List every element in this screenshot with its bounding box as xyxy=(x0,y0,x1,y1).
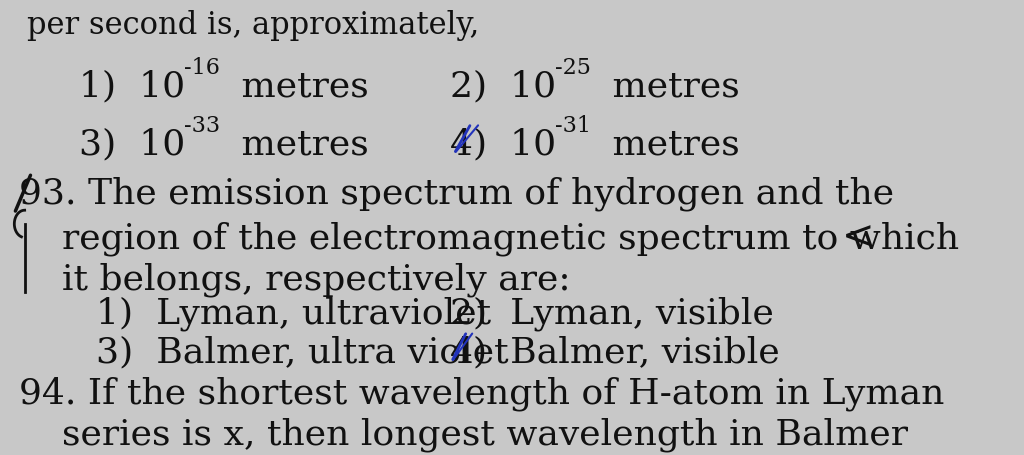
Text: metres: metres xyxy=(601,127,739,162)
Text: -31: -31 xyxy=(555,115,591,136)
Text: 3)  Balmer, ultra violet: 3) Balmer, ultra violet xyxy=(96,335,509,369)
Text: metres: metres xyxy=(229,70,369,103)
Text: -33: -33 xyxy=(184,115,220,136)
Text: -16: -16 xyxy=(184,57,220,79)
Text: 4)  10: 4) 10 xyxy=(450,127,556,162)
Text: 4)  Balmer, visible: 4) Balmer, visible xyxy=(450,335,779,369)
Text: it belongs, respectively are:: it belongs, respectively are: xyxy=(61,262,570,296)
Text: -25: -25 xyxy=(555,57,591,79)
Text: 93. The emission spectrum of hydrogen and the: 93. The emission spectrum of hydrogen an… xyxy=(18,177,894,211)
Text: 1)  Lyman, ultraviolet: 1) Lyman, ultraviolet xyxy=(96,296,492,330)
Text: 1)  10: 1) 10 xyxy=(79,70,185,103)
Text: region of the electromagnetic spectrum to which: region of the electromagnetic spectrum t… xyxy=(61,221,958,255)
Text: 94. If the shortest wavelength of H-atom in Lyman: 94. If the shortest wavelength of H-atom… xyxy=(18,376,944,410)
Text: <: < xyxy=(842,219,874,257)
Text: per second is, approximately,: per second is, approximately, xyxy=(28,10,479,40)
Text: metres: metres xyxy=(601,70,739,103)
Text: series is x, then longest wavelength in Balmer: series is x, then longest wavelength in … xyxy=(61,416,907,451)
Text: metres: metres xyxy=(229,127,369,162)
Text: 2)  10: 2) 10 xyxy=(450,70,556,103)
Text: 2)  Lyman, visible: 2) Lyman, visible xyxy=(450,296,773,330)
Text: 3)  10: 3) 10 xyxy=(79,127,185,162)
